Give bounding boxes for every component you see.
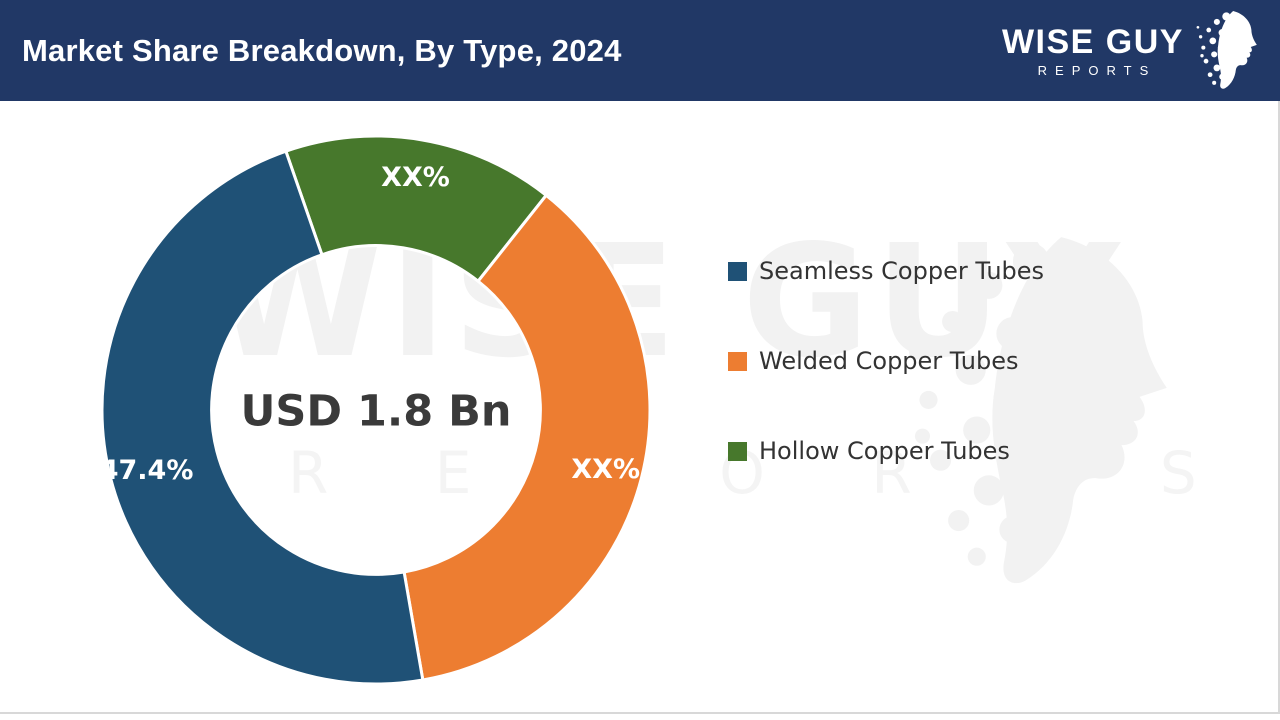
brand-logo: WISE GUY REPORTS [1002, 7, 1262, 95]
legend-swatch-icon [728, 261, 747, 281]
brand-face-icon [1188, 7, 1262, 95]
legend-item-seamless-copper-tubes: Seamless Copper Tubes [728, 257, 1045, 285]
legend-label: Hollow Copper Tubes [759, 437, 1010, 465]
donut-segment-welded-copper-tubes [402, 193, 652, 682]
brand-subtitle: REPORTS [1037, 62, 1157, 78]
brand-name: WISE GUY [1001, 22, 1184, 61]
legend-label: Welded Copper Tubes [759, 347, 1019, 375]
donut-segment-seamless-copper-tubes [100, 149, 425, 686]
header-bar: Market Share Breakdown, By Type, 2024 WI… [0, 0, 1280, 101]
legend-label: Seamless Copper Tubes [759, 257, 1045, 285]
donut-chart: XX% XX% 47.4% USD 1.8 Bn [100, 134, 652, 686]
bottom-border-line [0, 712, 1280, 714]
legend-item-hollow-copper-tubes: Hollow Copper Tubes [728, 437, 1044, 465]
watermark: WISE GUY R E P O R T S [0, 101, 1280, 720]
right-border-line [1278, 101, 1280, 713]
legend-item-welded-copper-tubes: Welded Copper Tubes [728, 347, 1044, 375]
donut-segment-label: XX% [571, 454, 640, 485]
donut-segment-label: 47.4% [100, 455, 194, 486]
legend-swatch-icon [728, 351, 747, 371]
page-title: Market Share Breakdown, By Type, 2024 [22, 32, 622, 68]
legend-swatch-icon [728, 441, 747, 461]
legend: Seamless Copper Tubes Welded Copper Tube… [728, 257, 1045, 529]
donut-center-label: USD 1.8 Bn [240, 386, 511, 436]
brand-logo-text: WISE GUY REPORTS [1002, 25, 1184, 77]
donut-segment-label: XX% [381, 162, 450, 193]
